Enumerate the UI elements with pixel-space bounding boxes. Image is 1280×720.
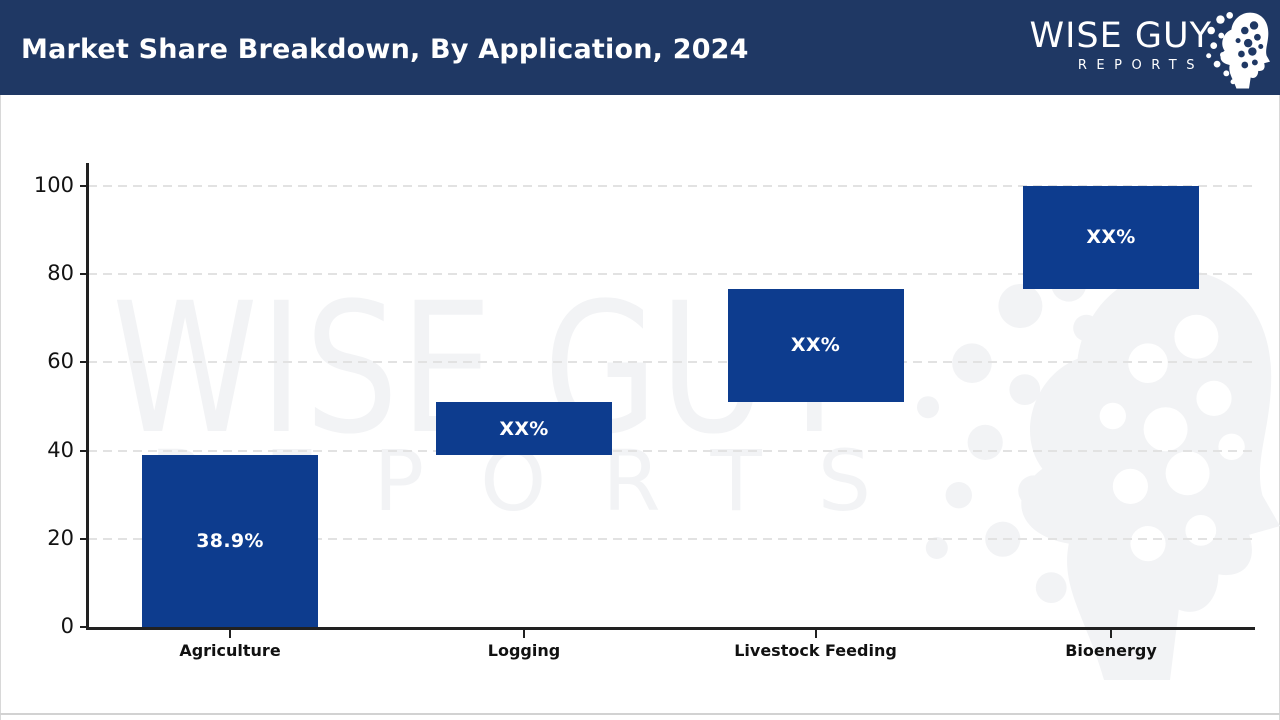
y-gridline-60: [88, 361, 1253, 364]
y-axis-tick-20: [80, 537, 88, 540]
bar-agriculture: 38.9%: [142, 455, 318, 627]
x-axis-tick-livestock-feeding: [814, 630, 817, 638]
y-tick-label-60: 60: [47, 349, 74, 374]
header-band: Market Share Breakdown, By Application, …: [0, 0, 1280, 95]
watermark-head-graphic: [917, 266, 1280, 680]
wiseguy-head-logo-icon: [1206, 12, 1270, 89]
wiseguy-logo-subtext: REPORTS: [1077, 58, 1204, 73]
x-category-label-bioenergy: Bioenergy: [1065, 641, 1157, 660]
bar-livestock-feeding: XX%: [727, 288, 904, 403]
y-axis-tick-60: [80, 361, 88, 364]
bar-value-label-livestock-feeding: XX%: [790, 334, 841, 357]
x-category-label-livestock-feeding: Livestock Feeding: [734, 641, 897, 660]
y-tick-label-100: 100: [33, 173, 74, 197]
bar-bioenergy: XX%: [1023, 186, 1199, 289]
y-gridline-20: [88, 537, 1253, 540]
bar-value-label-agriculture: 38.9%: [196, 530, 264, 553]
y-tick-label-0: 0: [60, 614, 74, 638]
y-axis-tick-0: [80, 626, 88, 628]
y-tick-label-80: 80: [47, 261, 74, 286]
bar-value-label-logging: XX%: [499, 417, 549, 440]
panel-border-left: [0, 95, 1, 720]
wiseguy-logo-wordmark: WISE GUY: [1029, 16, 1212, 56]
x-axis-line: [86, 627, 1255, 630]
y-axis-tick-80: [80, 273, 88, 276]
y-axis-tick-40: [80, 449, 88, 452]
bar-logging: XX%: [436, 402, 612, 456]
panel-border-bottom: [0, 713, 1280, 715]
y-gridline-100: [88, 185, 1253, 187]
x-category-label-agriculture: Agriculture: [179, 641, 281, 660]
x-axis-tick-logging: [523, 630, 525, 638]
x-category-label-logging: Logging: [487, 641, 561, 660]
page-title: Market Share Breakdown, By Application, …: [21, 34, 749, 65]
y-gridline-80: [88, 273, 1253, 276]
y-tick-label-40: 40: [47, 437, 74, 462]
y-tick-label-20: 20: [47, 525, 74, 550]
x-axis-tick-agriculture: [229, 630, 231, 638]
y-axis-tick-100: [80, 185, 88, 187]
x-axis-tick-bioenergy: [1110, 630, 1112, 638]
bar-value-label-bioenergy: XX%: [1086, 226, 1136, 249]
y-axis-line: [86, 163, 89, 630]
y-gridline-40: [88, 449, 1253, 452]
